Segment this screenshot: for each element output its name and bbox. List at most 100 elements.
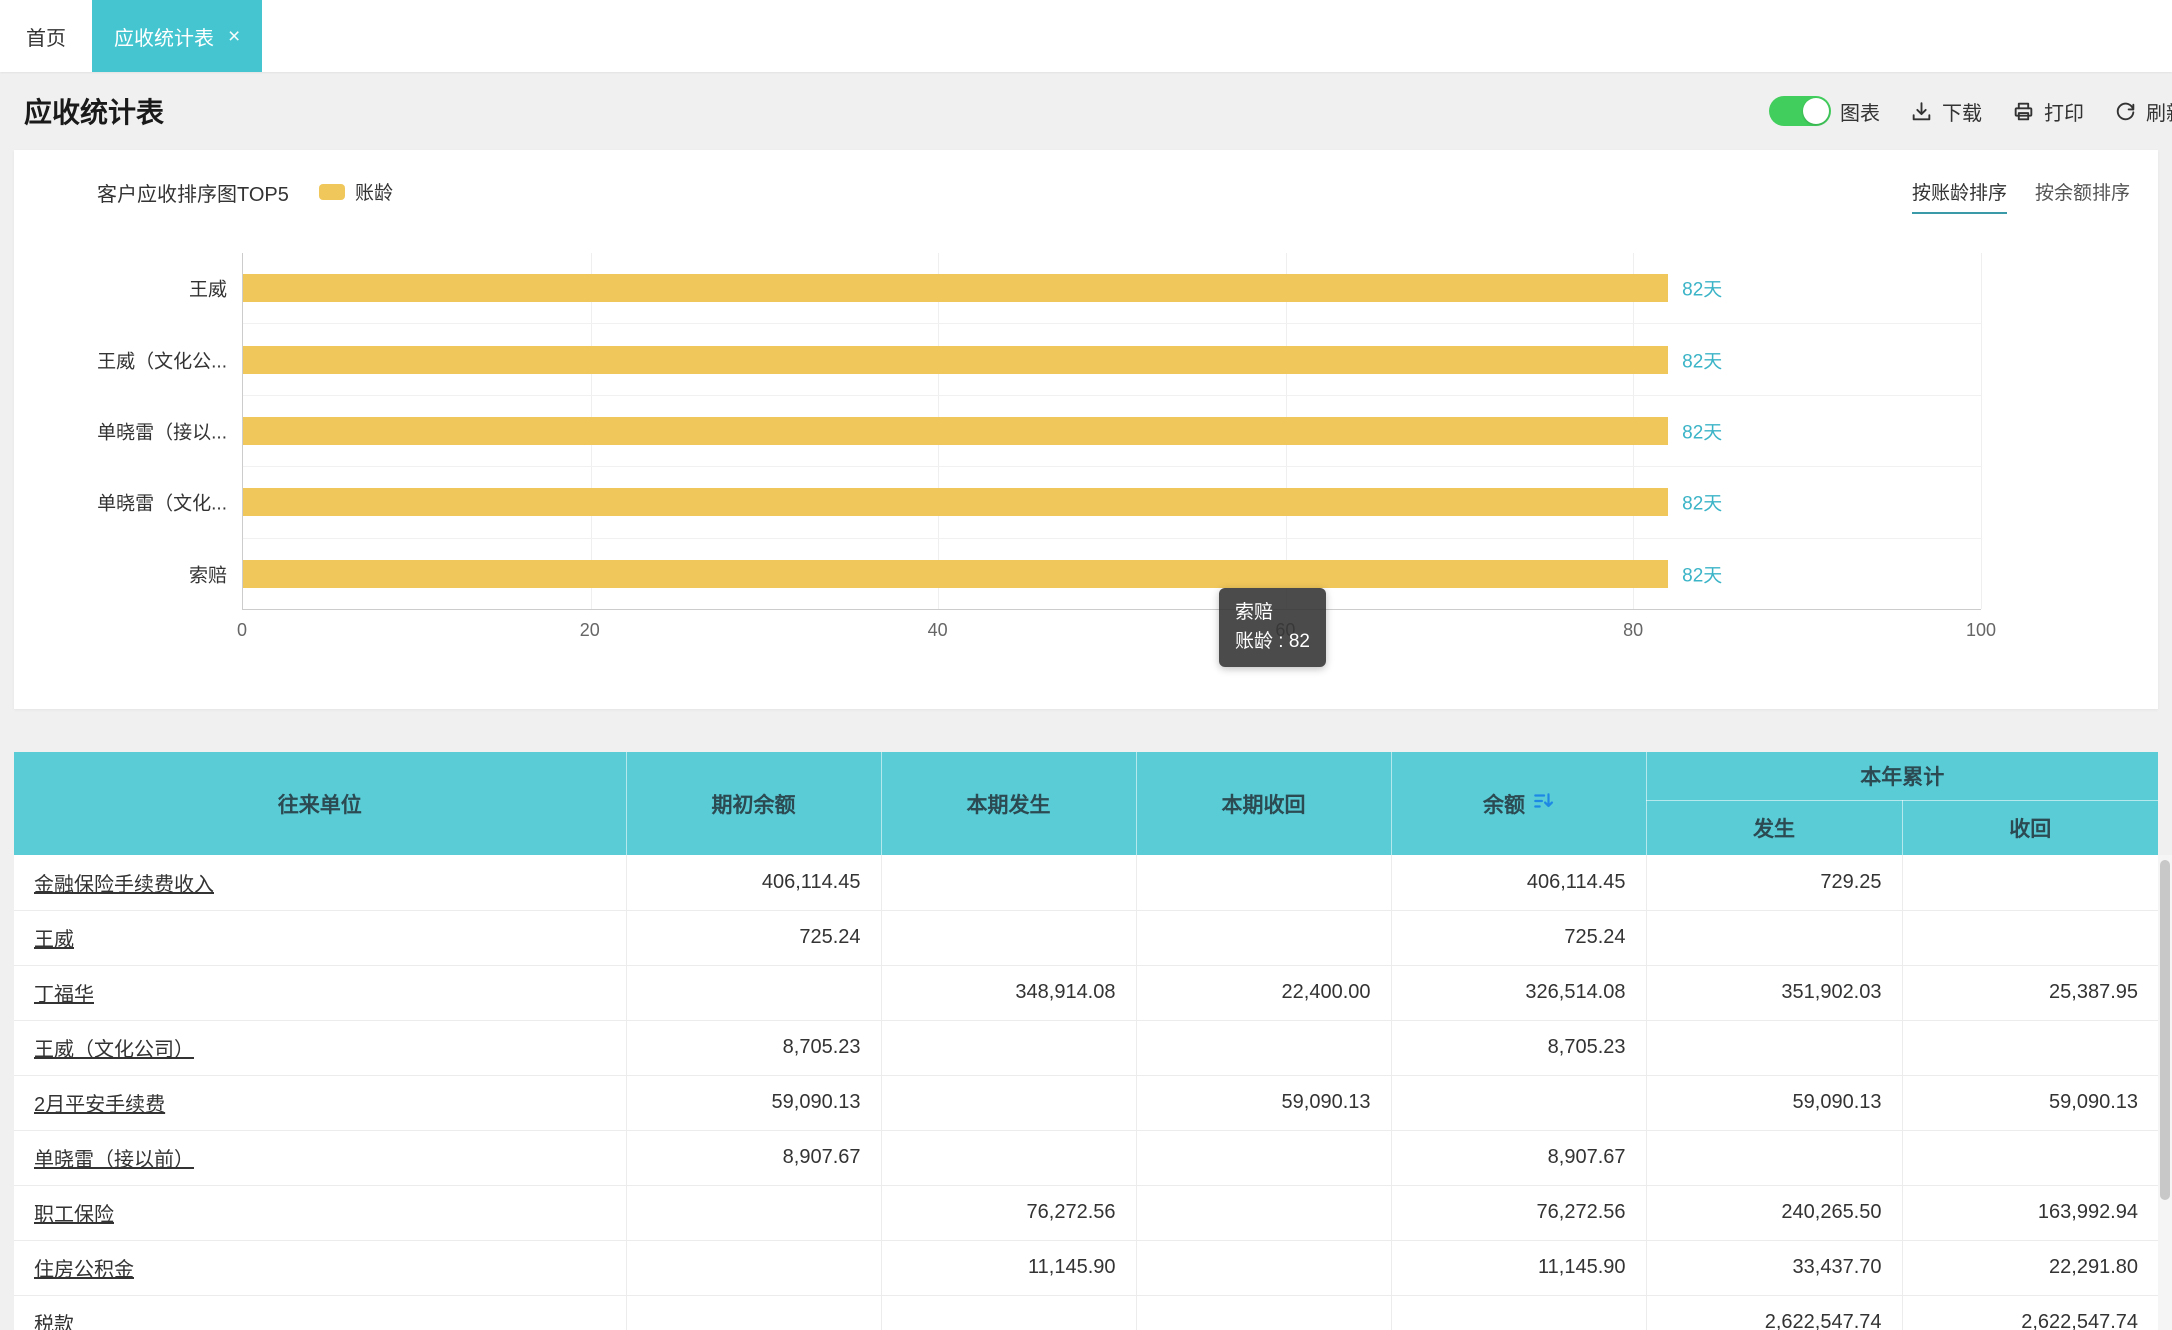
sort-icon[interactable] (1532, 790, 1554, 818)
close-tab-icon[interactable]: × (228, 24, 241, 48)
amount-cell: 8,705.23 (626, 1020, 882, 1076)
amount-cell: 725.24 (626, 910, 882, 966)
amount-cell (1136, 910, 1392, 966)
amount-cell: 8,907.67 (1391, 1130, 1647, 1186)
amount-cell: 729.25 (1646, 855, 1903, 911)
printer-icon (2012, 100, 2035, 123)
chart-card: 客户应收排序图TOP5 账龄 按账龄排序 按余额排序 王威 82天 王威（文化公..… (14, 150, 2158, 709)
counterparty-link[interactable]: 金融保险手续费收入 (34, 873, 214, 896)
chart-sort-tabs: 按账龄排序 按余额排序 (1911, 178, 2130, 214)
chart-bar[interactable] (243, 488, 1669, 517)
table-row: 单晓雷（接以前） 8,907.67 8,907.67 (14, 1130, 2158, 1186)
counterparty-cell: 王威（文化公司） (14, 1020, 627, 1076)
category-label: 王威 (188, 279, 227, 301)
amount-cell (1646, 1020, 1903, 1076)
counterparty-cell: 丁福华 (14, 965, 627, 1021)
amount-cell (881, 1020, 1137, 1076)
counterparty-link[interactable]: 职工保险 (34, 1204, 114, 1226)
refresh-button[interactable]: 刷新 (2114, 97, 2172, 126)
counterparty-cell: 税款 (14, 1295, 627, 1330)
amount-cell: 33,437.70 (1646, 1240, 1903, 1296)
bar-value-label: 82天 (1682, 351, 1723, 373)
category-label: 单晓雷（接以... (97, 422, 227, 444)
amount-cell (1646, 1130, 1903, 1186)
gridline (1981, 253, 1982, 609)
amount-cell: 351,902.03 (1646, 965, 1903, 1021)
vertical-scrollbar[interactable] (2158, 855, 2172, 1330)
amount-cell (1391, 1295, 1647, 1330)
amount-cell (1136, 1020, 1392, 1076)
amount-cell (881, 910, 1137, 966)
amount-cell (881, 1295, 1137, 1330)
category-label: 王威（文化公... (97, 351, 227, 373)
bar-value-label: 82天 (1682, 493, 1723, 515)
header-controls: 图表 下载 打印 (1769, 96, 2172, 126)
counterparty-link[interactable]: 丁福华 (34, 984, 94, 1006)
amount-cell (1646, 910, 1903, 966)
chart-view-toggle[interactable] (1769, 96, 1831, 126)
x-tick-label: 0 (236, 620, 248, 640)
amount-cell (1902, 910, 2158, 966)
x-tick-label: 40 (927, 620, 948, 640)
tab-home[interactable]: 首页 (0, 0, 92, 72)
amount-cell: 76,272.56 (881, 1185, 1137, 1241)
amount-cell: 59,090.13 (1902, 1075, 2158, 1131)
counterparty-link[interactable]: 王威（文化公司） (34, 1039, 194, 1061)
page-title: 应收统计表 (24, 97, 165, 128)
chart-bar[interactable] (243, 345, 1669, 374)
col-header-counterparty: 往来单位 (14, 752, 626, 855)
amount-cell: 25,387.95 (1902, 965, 2158, 1021)
amount-cell (1902, 855, 2158, 911)
counterparty-link[interactable]: 单晓雷（接以前） (34, 1149, 194, 1171)
table-body: 金融保险手续费收入 406,114.45 406,114.45 729.25 王威 725… (14, 855, 2158, 1330)
amount-cell: 8,705.23 (1391, 1020, 1647, 1076)
print-label: 打印 (2044, 102, 2084, 125)
amount-cell: 348,914.08 (881, 965, 1137, 1021)
counterparty-cell: 住房公积金 (14, 1240, 627, 1296)
bar-value-label: 82天 (1682, 565, 1723, 587)
tab-bar: 首页 应收统计表 × (0, 0, 2172, 72)
counterparty-link[interactable]: 王威 (34, 929, 74, 951)
chart-toggle-group: 图表 (1769, 96, 1880, 126)
chart-x-axis: 020406080100 (237, 620, 1996, 646)
chart-bar[interactable] (243, 559, 1669, 588)
chart-row: 单晓雷（文化... 82天 (97, 467, 1981, 539)
table-row: 王威（文化公司） 8,705.23 8,705.23 (14, 1020, 2158, 1076)
table-row: 住房公积金 11,145.90 11,145.90 33,437.70 22,291.8… (14, 1240, 2158, 1296)
amount-cell (1136, 1295, 1392, 1330)
amount-cell (881, 855, 1137, 911)
amount-cell (626, 1295, 882, 1330)
chart-bar[interactable] (243, 417, 1669, 446)
amount-cell: 2,622,547.74 (1646, 1295, 1903, 1330)
chart-row: 单晓雷（接以... 82天 (97, 396, 1981, 468)
chart-bar[interactable] (243, 274, 1669, 303)
counterparty-cell: 单晓雷（接以前） (14, 1130, 627, 1186)
amount-cell (881, 1075, 1137, 1131)
tab-receivable-stats[interactable]: 应收统计表 × (92, 0, 263, 72)
tooltip-series-name: 索赔 (1235, 602, 1274, 623)
bar-value-label: 82天 (1682, 279, 1723, 301)
scrollbar-thumb[interactable] (2160, 860, 2170, 1200)
chart-plot: 王威 82天 王威（文化公... 82天 单晓雷（接以... 82天 单晓雷（文化... 82… (97, 253, 1982, 610)
sort-by-balance-tab[interactable]: 按余额排序 (2034, 183, 2130, 204)
amount-cell: 22,400.00 (1136, 965, 1392, 1021)
counterparty-link[interactable]: 住房公积金 (34, 1259, 134, 1281)
counterparty-cell: 金融保险手续费收入 (14, 855, 627, 911)
print-button[interactable]: 打印 (2012, 97, 2084, 126)
amount-cell: 59,090.13 (1646, 1075, 1903, 1131)
counterparty-link[interactable]: 2月平安手续费 (34, 1094, 166, 1116)
amount-cell (626, 965, 882, 1021)
col-header-annual-recovered: 收回 (1901, 800, 2158, 855)
legend-item-age[interactable]: 账龄 (319, 178, 393, 205)
counterparty-cell: 王威 (14, 910, 627, 966)
tooltip-value: 账龄 : 82 (1235, 630, 1310, 652)
counterparty-link[interactable]: 税款 (34, 1314, 74, 1330)
download-label: 下载 (1942, 102, 1982, 125)
sort-by-age-tab[interactable]: 按账龄排序 (1911, 178, 2007, 214)
amount-cell: 240,265.50 (1646, 1185, 1903, 1241)
toggle-knob (1803, 98, 1829, 124)
download-button[interactable]: 下载 (1910, 97, 1982, 126)
chart-tooltip: 索赔 账龄 : 82 (1219, 588, 1326, 667)
col-header-balance: 余额 (1390, 752, 1646, 855)
chart-row: 索赔 82天 (189, 539, 1981, 609)
